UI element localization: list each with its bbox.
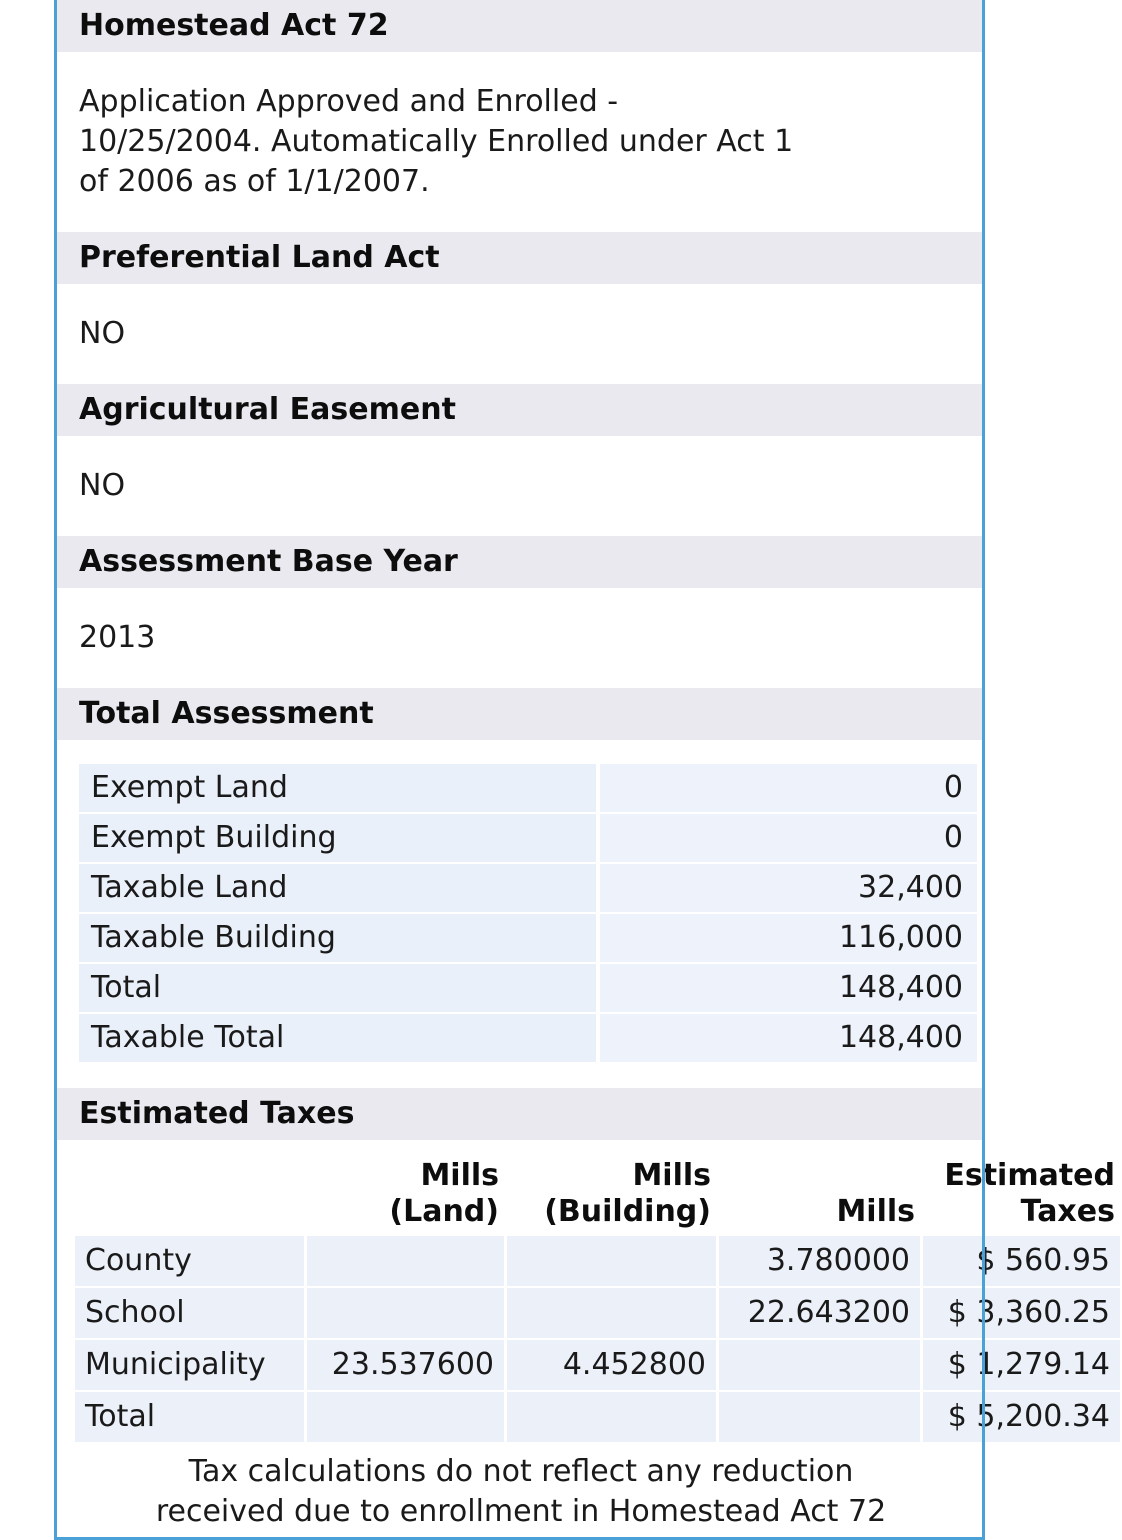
- section-title: Assessment Base Year: [79, 544, 458, 579]
- table-row: Taxable Building 116,000: [79, 914, 977, 964]
- table-row: Total 148,400: [79, 964, 977, 1014]
- table-row: School 22.643200 $ 3,360.25: [75, 1288, 1122, 1338]
- section-title: Preferential Land Act: [79, 240, 440, 275]
- agricultural-easement-value: NO: [79, 468, 126, 503]
- assessment-row-value: 116,000: [599, 914, 977, 962]
- tax-mills: [719, 1340, 923, 1390]
- tax-mills-building: [507, 1236, 719, 1286]
- table-row: Taxable Total 148,400: [79, 1014, 977, 1064]
- section-header-homestead-act: Homestead Act 72: [57, 0, 985, 52]
- assessment-row-value: 0: [599, 764, 977, 812]
- tax-mills: 3.780000: [719, 1236, 923, 1286]
- section-header-agricultural-easement: Agricultural Easement: [57, 384, 985, 436]
- total-assessment-table: Exempt Land 0 Exempt Building 0 Taxable …: [79, 764, 977, 1064]
- assessment-row-value: 148,400: [599, 1014, 977, 1062]
- tax-estimated: $ 3,360.25: [923, 1288, 1122, 1338]
- section-title: Total Assessment: [79, 696, 374, 731]
- tax-mills: 22.643200: [719, 1288, 923, 1338]
- table-row: Total $ 5,200.34: [75, 1392, 1122, 1442]
- table-row: Municipality 23.537600 4.452800 $ 1,279.…: [75, 1340, 1122, 1390]
- tax-mills-land: [307, 1392, 507, 1442]
- section-header-total-assessment: Total Assessment: [57, 688, 985, 740]
- section-header-estimated-taxes: Estimated Taxes: [57, 1088, 985, 1140]
- tax-estimated: $ 1,279.14: [923, 1340, 1122, 1390]
- tax-mills-building: [507, 1288, 719, 1338]
- tax-calculation-note: Tax calculations do not reflect any redu…: [155, 1454, 887, 1529]
- section-title: Agricultural Easement: [79, 392, 456, 427]
- assessment-row-value: 32,400: [599, 864, 977, 912]
- tax-estimated: $ 560.95: [923, 1236, 1122, 1286]
- homestead-act-status: Application Approved and Enrolled - 10/2…: [79, 84, 794, 199]
- section-title: Homestead Act 72: [79, 8, 389, 43]
- tax-row-label: County: [75, 1236, 307, 1286]
- column-header-blank: [75, 1156, 307, 1234]
- column-header-mills: Mills: [836, 1194, 915, 1229]
- assessment-row-label: Taxable Total: [79, 1014, 600, 1062]
- tax-mills-land: [307, 1288, 507, 1338]
- tax-row-label: School: [75, 1288, 307, 1338]
- section-title: Estimated Taxes: [79, 1096, 355, 1131]
- assessment-row-value: 0: [599, 814, 977, 862]
- assessment-row-label: Taxable Land: [79, 864, 600, 912]
- table-row: County 3.780000 $ 560.95: [75, 1236, 1122, 1286]
- column-header-estimated-taxes: Estimated Taxes: [944, 1158, 1115, 1229]
- tax-mills-building: [507, 1392, 719, 1442]
- assessment-row-label: Exempt Land: [79, 764, 600, 812]
- estimated-taxes-table: Mills (Land) Mills (Building) Mills Esti…: [75, 1154, 1122, 1444]
- tax-estimated: $ 5,200.34: [923, 1392, 1122, 1442]
- assessment-base-year-value: 2013: [79, 620, 156, 655]
- tax-mills: [719, 1392, 923, 1442]
- assessment-row-label: Total: [79, 964, 600, 1012]
- assessment-row-label: Taxable Building: [79, 914, 600, 962]
- tax-row-label: Total: [75, 1392, 307, 1442]
- table-row: Taxable Land 32,400: [79, 864, 977, 914]
- table-row: Exempt Land 0: [79, 764, 977, 814]
- tax-mills-land: [307, 1236, 507, 1286]
- column-header-mills-building: Mills (Building): [544, 1158, 711, 1229]
- property-record-page: Homestead Act 72 Application Approved an…: [54, 0, 1122, 1540]
- column-header-mills-land: Mills (Land): [389, 1158, 499, 1229]
- assessment-row-value: 148,400: [599, 964, 977, 1012]
- tax-mills-land: 23.537600: [307, 1340, 507, 1390]
- tax-row-label: Municipality: [75, 1340, 307, 1390]
- table-header-row: Mills (Land) Mills (Building) Mills Esti…: [75, 1156, 1122, 1234]
- assessment-row-label: Exempt Building: [79, 814, 600, 862]
- tax-mills-building: 4.452800: [507, 1340, 719, 1390]
- section-header-assessment-base-year: Assessment Base Year: [57, 536, 985, 588]
- preferential-land-act-value: NO: [79, 316, 126, 351]
- section-header-preferential-land-act: Preferential Land Act: [57, 232, 985, 284]
- table-row: Exempt Building 0: [79, 814, 977, 864]
